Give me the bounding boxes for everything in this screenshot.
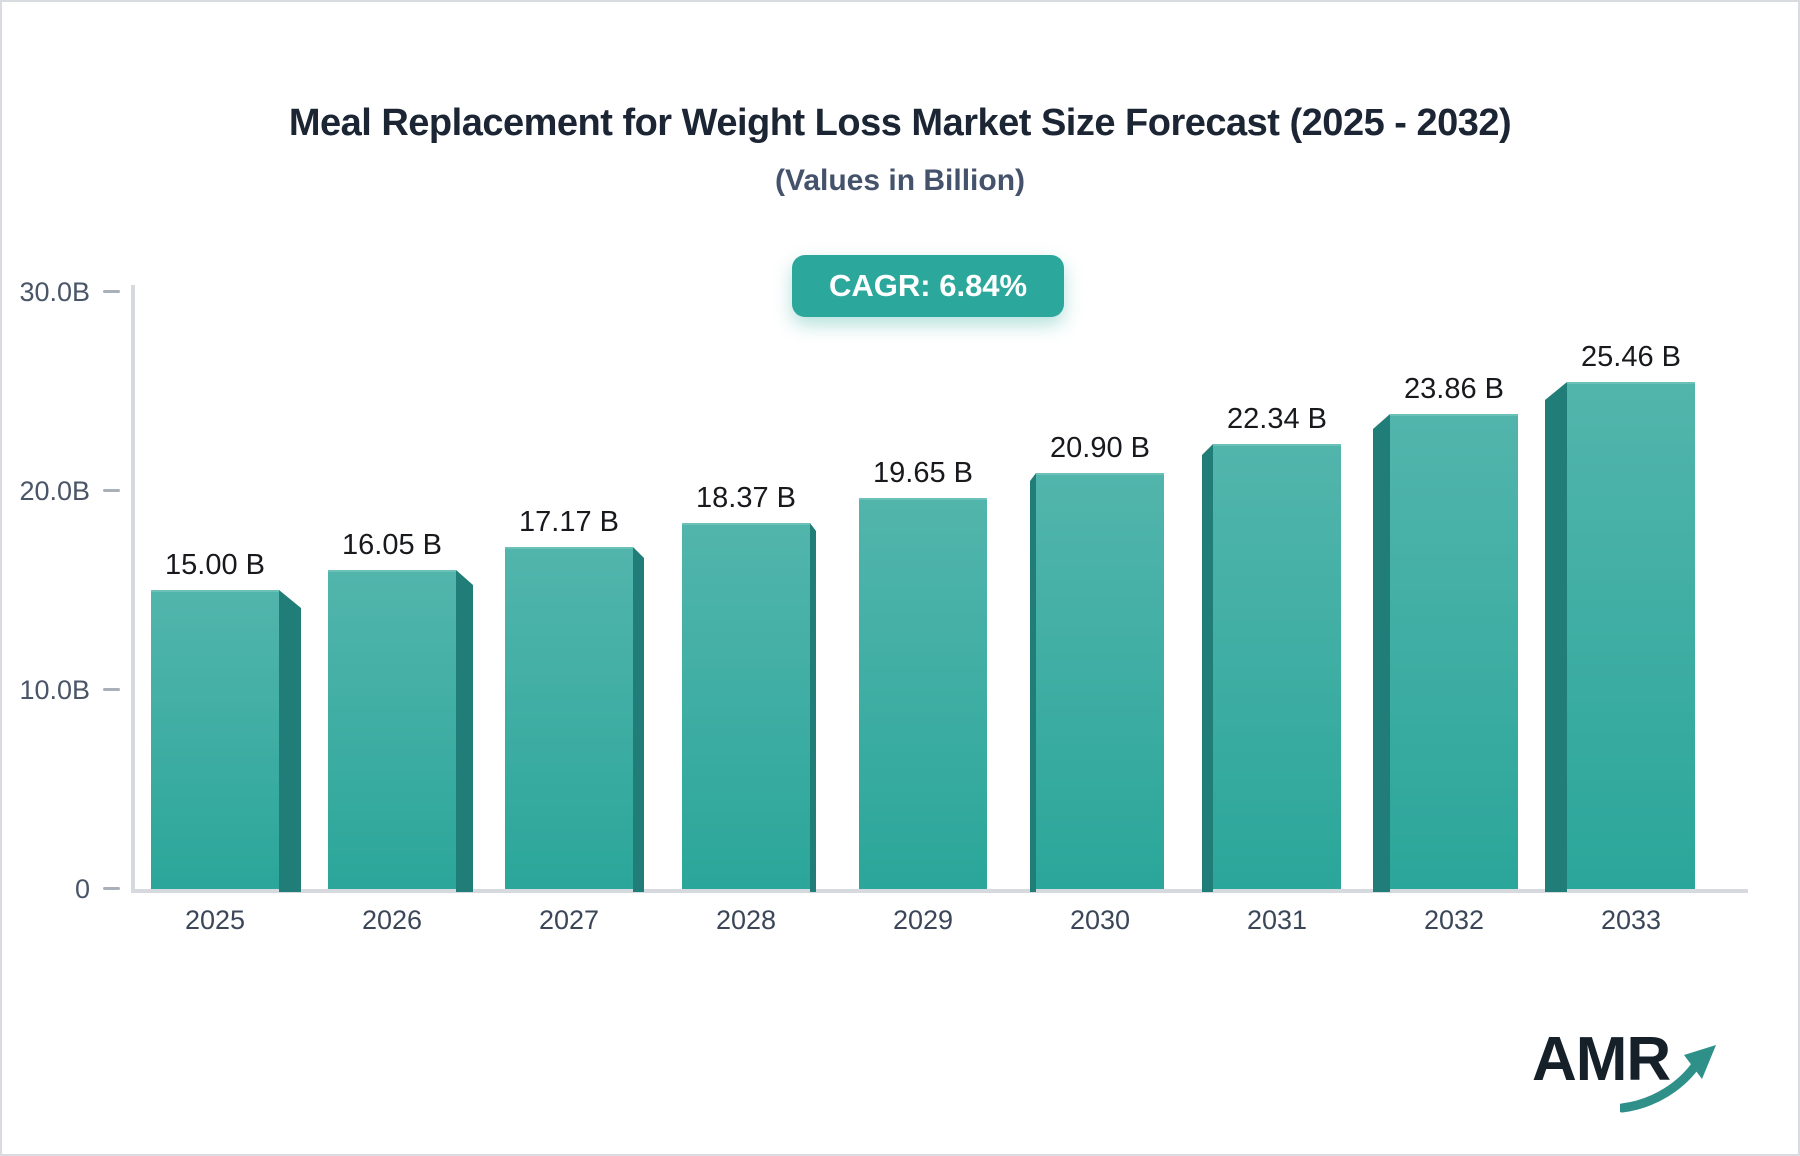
bar-face	[1567, 382, 1695, 889]
y-axis-tick-label: 30.0B	[19, 277, 90, 307]
y-axis-tick-mark	[103, 489, 120, 492]
bar-value-label: 22.34 B	[1227, 403, 1327, 435]
bar-face	[1213, 444, 1341, 889]
bar-side-face	[1545, 382, 1567, 892]
x-axis-label: 2028	[715, 905, 777, 935]
y-axis-tick-label: 10.0B	[19, 675, 90, 705]
bar-side-face	[633, 547, 644, 892]
y-axis-tick-mark	[103, 290, 120, 293]
cagr-badge: CAGR: 6.84%	[792, 255, 1065, 317]
chart-subtitle: (Values in Billion)	[774, 164, 1026, 197]
trend-arrow-icon	[1620, 1045, 1716, 1113]
bar-value-label: 20.90 B	[1050, 432, 1150, 464]
bar-value-label: 17.17 B	[519, 506, 619, 538]
x-axis-label: 2027	[538, 905, 600, 935]
x-axis-label: 2033	[1600, 905, 1662, 935]
bar-side-face	[456, 570, 473, 892]
y-axis-tick-label: 20.0B	[19, 476, 90, 506]
bar-face	[328, 570, 456, 889]
bar-side-face	[1373, 414, 1390, 892]
bar-face	[1390, 414, 1518, 889]
x-axis-label: 2030	[1069, 905, 1131, 935]
bar-value-label: 19.65 B	[873, 457, 973, 489]
bar-value-label: 25.46 B	[1581, 341, 1681, 373]
bar-value-label: 18.37 B	[696, 482, 796, 514]
x-axis-label: 2029	[892, 905, 954, 935]
bar-side-face	[1030, 473, 1036, 892]
bar-side-face	[279, 590, 301, 892]
bar-value-label: 16.05 B	[342, 529, 442, 561]
bar-value-label: 23.86 B	[1404, 373, 1504, 405]
x-axis-label: 2031	[1246, 905, 1308, 935]
bar-side-face	[1202, 444, 1213, 892]
y-axis-line	[131, 285, 135, 893]
amr-logo: AMR	[1532, 1024, 1732, 1124]
bar-face	[1036, 473, 1164, 889]
bar-face	[682, 523, 810, 889]
amr-logo-text: AMR	[1532, 1025, 1671, 1094]
bar-side-face	[810, 523, 816, 892]
bar-face	[505, 547, 633, 889]
bar-face	[859, 498, 987, 889]
bar-face	[151, 590, 279, 889]
x-axis-label: 2025	[184, 905, 246, 935]
y-axis-tick-mark	[103, 887, 120, 890]
y-axis-tick-mark	[103, 688, 120, 691]
x-axis-line	[131, 889, 1748, 893]
y-axis-tick-label: 0	[74, 874, 90, 904]
bar-value-label: 15.00 B	[165, 549, 265, 581]
x-axis-label: 2032	[1423, 905, 1485, 935]
page-title: Meal Replacement for Weight Loss Market …	[288, 102, 1512, 144]
x-axis-label: 2026	[361, 905, 423, 935]
